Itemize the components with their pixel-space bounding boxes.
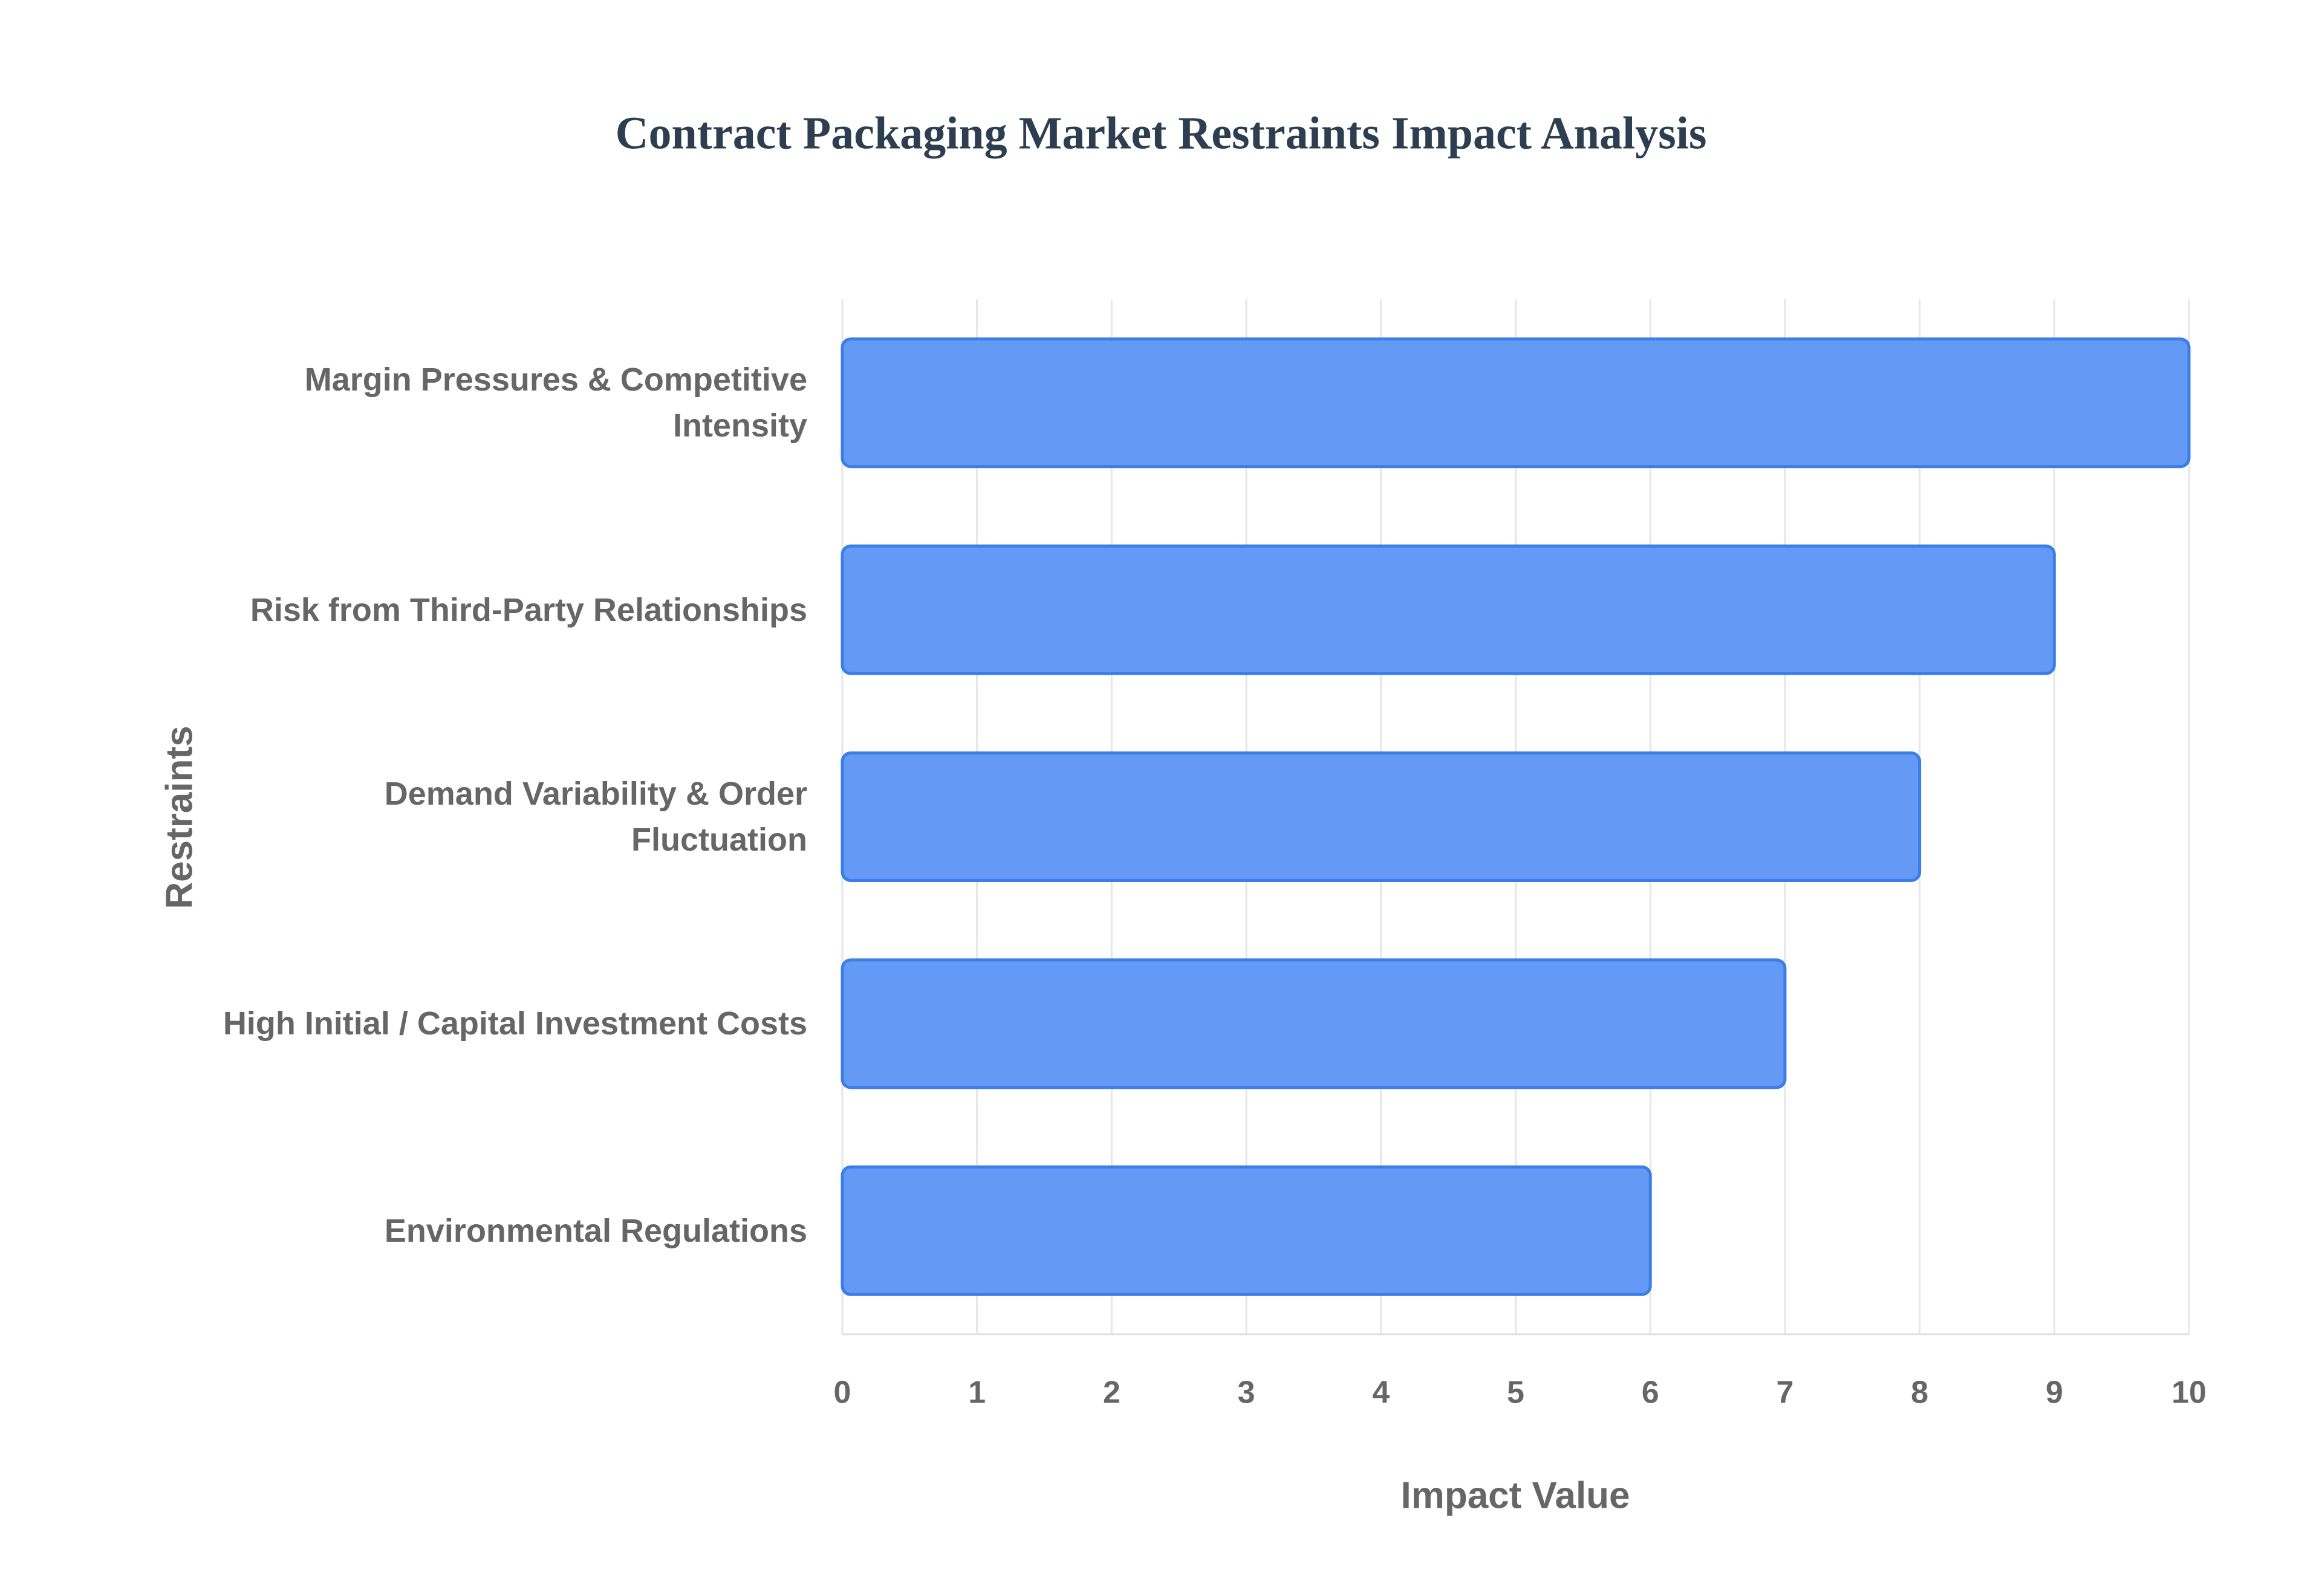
x-tick-label: 0 [834, 1375, 851, 1410]
y-tick-label: Risk from Third-Party Relationships [250, 591, 807, 628]
y-tick-label: High Initial / Capital Investment Costs [223, 1005, 807, 1042]
y-tick-label: Margin Pressures & Competitive Intensity [304, 362, 807, 444]
x-tick-label: 6 [1642, 1375, 1659, 1410]
bar [841, 544, 2056, 675]
x-tick-label: 4 [1372, 1375, 1390, 1410]
x-tick-label: 7 [1776, 1375, 1794, 1410]
x-tick-label: 8 [1911, 1375, 1928, 1410]
x-tick-label: 9 [2046, 1375, 2063, 1410]
bar [841, 958, 1787, 1089]
x-axis-title: Impact Value [1400, 1474, 1630, 1516]
chart-title: Contract Packaging Market Restraints Imp… [616, 108, 1707, 158]
bar [841, 751, 1922, 882]
x-tick-label: 1 [968, 1375, 986, 1410]
bar [841, 1165, 1652, 1296]
bar [841, 337, 2191, 469]
x-tick-label: 5 [1507, 1375, 1524, 1410]
y-tick-label: Demand Variability & Order Fluctuation [384, 776, 807, 858]
y-tick-label: Environmental Regulations [384, 1212, 807, 1249]
x-tick-label: 2 [1103, 1375, 1120, 1410]
x-tick-label: 3 [1238, 1375, 1255, 1410]
y-axis-title: Restraints [158, 725, 200, 909]
x-tick-label: 10 [2171, 1375, 2207, 1410]
